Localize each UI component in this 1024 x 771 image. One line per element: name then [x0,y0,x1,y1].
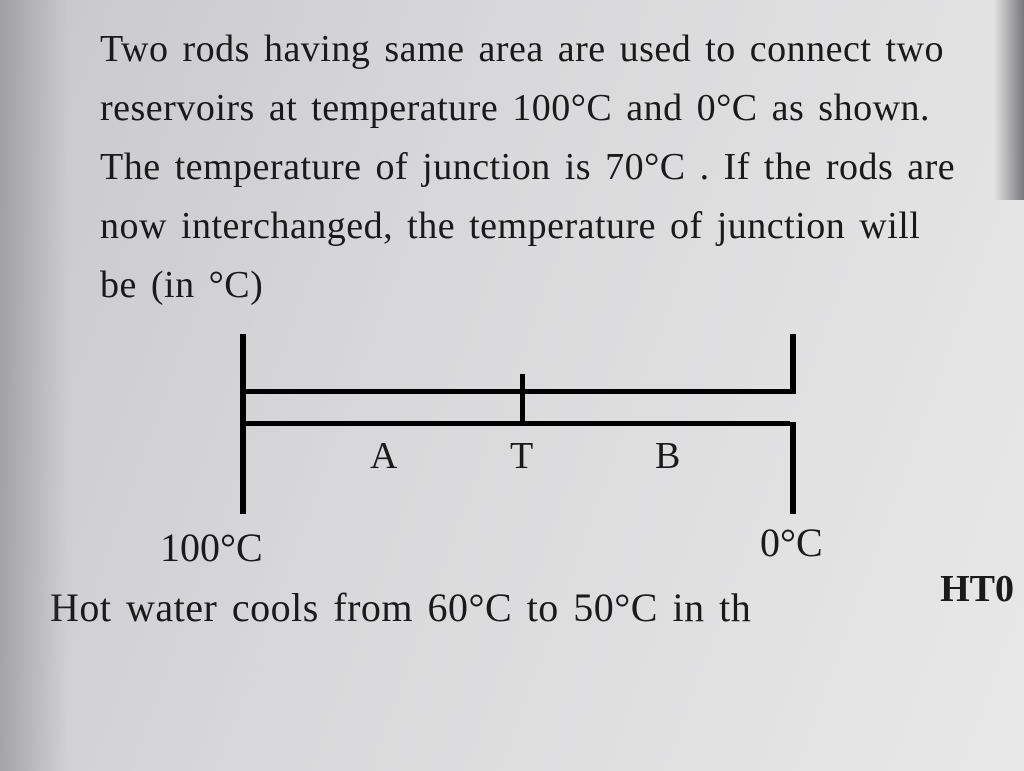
junction-tick [520,374,525,426]
rod-top-line [246,389,790,394]
question-line-2: reservoirs at temperature 100°C and 0°C … [100,87,930,129]
label-b: B [655,434,680,478]
next-question-line-1: Hot water cools from 60°C to 50°C in th [50,585,751,630]
question-line-1: Two rods having same area are used to co… [100,28,944,70]
label-t: T [510,434,533,478]
temp-left: 100°C [160,524,263,571]
temp-right: 0°C [760,519,823,566]
question-line-3: The temperature of junction is 70°C . If… [100,146,893,188]
label-a: A [370,434,397,478]
rod-bottom-line [246,421,790,426]
rods-diagram: A T B 100°C 0°C [180,334,880,564]
section-marker: HT0 [940,567,1014,611]
question-text: Two rods having same area are used to co… [10,20,1014,314]
next-question-text: Hot water cools from 60°C to 50°C in th [10,574,1014,631]
reservoir-right-bar-top [790,334,796,394]
reservoir-right-bar-bottom [790,422,796,514]
